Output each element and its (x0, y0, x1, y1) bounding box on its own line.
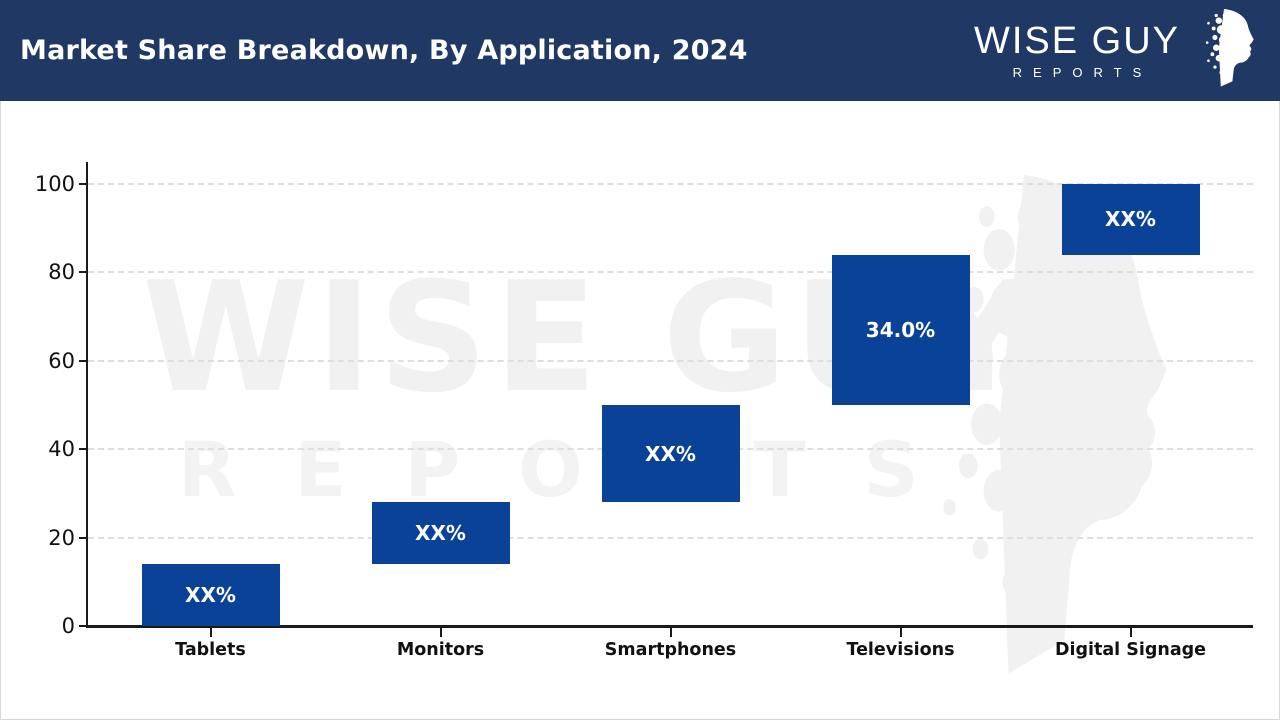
x-tick-label: Televisions (846, 640, 955, 660)
y-tick-100 (79, 183, 87, 185)
x-axis-line (86, 625, 1253, 628)
y-tick-label-100: 100 (34, 172, 75, 196)
x-tick-0 (209, 628, 212, 637)
y-tick-80 (79, 271, 87, 274)
x-tick-3 (899, 628, 902, 637)
x-tick-1 (439, 628, 442, 637)
x-tick-label: Digital Signage (1054, 640, 1207, 660)
gridline-y60 (88, 359, 1253, 362)
x-tick-4 (1129, 628, 1132, 637)
y-tick-20 (79, 536, 87, 539)
y-tick-0 (79, 625, 87, 627)
chart-title: Market Share Breakdown, By Application, … (20, 35, 748, 66)
bar-value-label: XX% (1105, 207, 1156, 232)
bar-tablets: XX% (141, 564, 280, 626)
x-tick-label: Smartphones (604, 640, 737, 660)
bar-value-label: 34.0% (865, 317, 936, 342)
y-tick-60 (79, 359, 87, 362)
y-tick-label-40: 40 (48, 437, 75, 462)
y-tick-label-20: 20 (48, 525, 75, 550)
x-tick-label: Monitors (396, 640, 485, 660)
x-tick-label: Tablets (175, 640, 246, 660)
bar-smartphones: XX% (601, 405, 740, 503)
logo-text: WISE GUY REPORTS (974, 22, 1180, 79)
bar-value-label: XX% (185, 583, 236, 608)
wise-guy-reports-logo: WISE GUY REPORTS (974, 9, 1280, 93)
logo-wiseguy-label: WISE GUY (973, 20, 1180, 62)
logo-reports-label: REPORTS (1012, 65, 1153, 80)
gridline-y100 (88, 183, 1253, 185)
y-tick-label-0: 0 (61, 614, 75, 638)
y-tick-label-80: 80 (48, 260, 75, 285)
y-tick-label-60: 60 (48, 348, 75, 373)
bar-televisions: 34.0% (831, 254, 970, 405)
bar-monitors: XX% (371, 502, 510, 565)
bar-digital-signage: XX% (1061, 184, 1200, 255)
gridline-y80 (88, 271, 1253, 274)
y-tick-40 (79, 448, 87, 451)
x-tick-2 (669, 628, 672, 637)
logo-head-icon (1182, 9, 1266, 93)
bar-value-label: XX% (645, 441, 696, 466)
bar-value-label: XX% (415, 521, 466, 546)
y-axis-line (86, 161, 88, 628)
gridline-y20 (88, 536, 1253, 539)
header-bar: Market Share Breakdown, By Application, … (0, 0, 1280, 101)
